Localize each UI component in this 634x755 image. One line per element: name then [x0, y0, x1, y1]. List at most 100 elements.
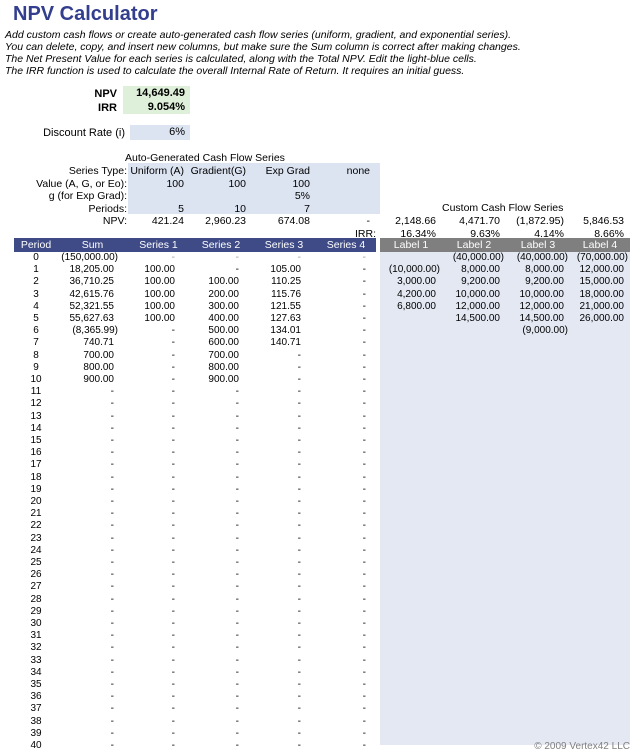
label-cell[interactable]: [442, 581, 506, 593]
series-cell[interactable]: -: [362, 508, 366, 520]
sum-cell[interactable]: -: [110, 532, 114, 544]
series-cell[interactable]: -: [297, 727, 301, 739]
sum-cell[interactable]: (150,000.00): [61, 252, 118, 263]
label-cell[interactable]: [570, 618, 630, 630]
series-cell[interactable]: -: [235, 520, 239, 532]
label-cell[interactable]: [570, 411, 630, 423]
label-cell[interactable]: 10,000.00: [455, 288, 501, 300]
period-cell[interactable]: 34: [30, 666, 42, 678]
label-cell[interactable]: [570, 374, 630, 386]
label-cell[interactable]: [570, 386, 630, 398]
label-cell[interactable]: [442, 545, 506, 557]
series-cell[interactable]: -: [171, 508, 175, 520]
period-cell[interactable]: 17: [30, 459, 42, 471]
series-cell[interactable]: 400.00: [208, 313, 239, 324]
label-cell[interactable]: [506, 557, 570, 569]
label-cell[interactable]: 12,000.00: [519, 300, 565, 312]
label-cell[interactable]: [442, 496, 506, 508]
label-cell[interactable]: [442, 618, 506, 630]
sum-cell[interactable]: -: [110, 447, 114, 459]
label-cell[interactable]: 3,000.00: [397, 276, 436, 288]
period-cell[interactable]: 8: [33, 349, 39, 361]
label-cell[interactable]: (10,000.00): [388, 264, 440, 276]
series-cell[interactable]: -: [171, 471, 175, 483]
label-cell[interactable]: [570, 447, 630, 459]
sum-cell[interactable]: -: [110, 605, 114, 617]
label-cell[interactable]: [380, 472, 442, 484]
label-cell[interactable]: [506, 337, 570, 349]
autogen-cell[interactable]: 100: [228, 178, 246, 190]
period-cell[interactable]: 14: [30, 422, 42, 434]
period-cell[interactable]: 19: [30, 483, 42, 495]
label-cell[interactable]: [380, 496, 442, 508]
custom-irr-cell[interactable]: 8.66%: [594, 228, 624, 240]
sum-cell[interactable]: 42,615.76: [69, 288, 115, 300]
period-cell[interactable]: 39: [30, 727, 42, 739]
series-cell[interactable]: -: [171, 727, 175, 739]
column-header-label-4[interactable]: Label 4: [570, 238, 630, 252]
series-cell[interactable]: -: [297, 642, 301, 654]
label-cell[interactable]: [380, 374, 442, 386]
label-cell[interactable]: [506, 716, 570, 728]
series-cell[interactable]: 121.55: [270, 300, 301, 312]
series-cell[interactable]: 105.00: [270, 264, 301, 276]
series-cell[interactable]: -: [297, 508, 301, 520]
label-cell[interactable]: [506, 691, 570, 703]
label-cell[interactable]: [380, 630, 442, 642]
autogen-npv-cell[interactable]: -: [366, 215, 371, 227]
label-cell[interactable]: [570, 728, 630, 740]
series-cell[interactable]: -: [297, 618, 301, 629]
series-cell[interactable]: 300.00: [208, 300, 239, 312]
label-cell[interactable]: [442, 740, 506, 752]
label-cell[interactable]: [442, 374, 506, 386]
column-header-period[interactable]: Period: [14, 238, 58, 252]
sum-cell[interactable]: 36,710.25: [69, 276, 115, 288]
label-cell[interactable]: [442, 655, 506, 667]
label-cell[interactable]: [380, 740, 442, 752]
series-cell[interactable]: -: [171, 483, 175, 495]
label-cell[interactable]: [380, 594, 442, 606]
series-cell[interactable]: -: [171, 691, 175, 703]
label-cell[interactable]: [506, 630, 570, 642]
series-cell[interactable]: -: [297, 703, 301, 715]
period-cell[interactable]: 32: [30, 642, 42, 654]
period-cell[interactable]: 1: [33, 264, 39, 276]
series-cell[interactable]: 100.00: [144, 264, 175, 276]
sum-cell[interactable]: 18,205.00: [69, 264, 115, 276]
series-cell[interactable]: -: [362, 569, 366, 581]
period-cell[interactable]: 13: [30, 410, 42, 422]
series-cell[interactable]: -: [362, 691, 366, 703]
autogen-cell[interactable]: [316, 190, 376, 203]
series-cell[interactable]: -: [297, 666, 301, 678]
sum-cell[interactable]: -: [110, 422, 114, 434]
sum-cell[interactable]: -: [110, 398, 114, 410]
sum-cell[interactable]: (8,365.99): [72, 325, 118, 337]
label-cell[interactable]: [570, 642, 630, 654]
series-cell[interactable]: -: [362, 349, 366, 361]
series-cell[interactable]: -: [297, 557, 301, 568]
sum-cell[interactable]: 52,321.55: [69, 300, 115, 312]
label-cell[interactable]: [506, 362, 570, 374]
series-cell[interactable]: 600.00: [208, 337, 239, 349]
label-cell[interactable]: [380, 337, 442, 349]
period-cell[interactable]: 23: [30, 532, 42, 544]
sum-cell[interactable]: -: [110, 593, 114, 605]
series-cell[interactable]: -: [362, 581, 366, 593]
series-cell[interactable]: -: [235, 264, 239, 276]
series-cell[interactable]: -: [362, 715, 366, 727]
series-cell[interactable]: -: [362, 727, 366, 739]
series-cell[interactable]: -: [297, 593, 301, 605]
series-cell[interactable]: -: [235, 447, 239, 459]
column-header-label-2[interactable]: Label 2: [442, 238, 506, 252]
label-cell[interactable]: [442, 569, 506, 581]
label-cell[interactable]: [442, 703, 506, 715]
series-cell[interactable]: -: [235, 532, 239, 544]
label-cell[interactable]: 15,000.00: [579, 276, 625, 288]
series-cell[interactable]: 127.63: [270, 313, 301, 324]
label-cell[interactable]: [570, 691, 630, 703]
period-cell[interactable]: 33: [30, 654, 42, 666]
label-cell[interactable]: [570, 703, 630, 715]
label-cell[interactable]: [442, 667, 506, 679]
label-cell[interactable]: [570, 459, 630, 471]
series-cell[interactable]: -: [362, 618, 366, 629]
